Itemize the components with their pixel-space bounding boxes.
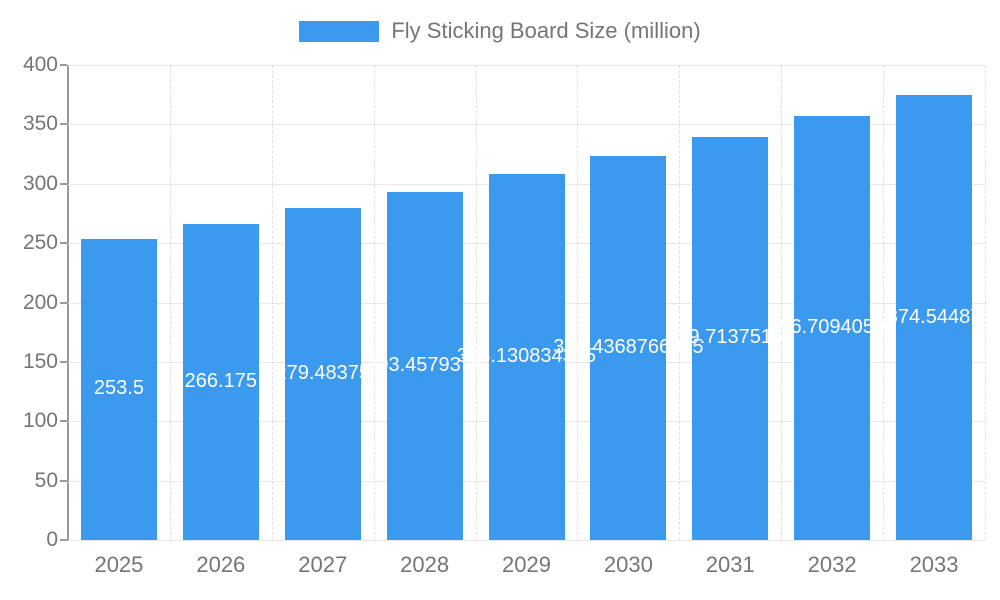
y-axis-tick-label: 400 bbox=[22, 53, 58, 76]
y-axis-tick bbox=[60, 242, 67, 245]
y-axis-tick-label: 300 bbox=[22, 171, 58, 195]
y-axis-tick-label: 100 bbox=[22, 409, 58, 433]
x-axis-tick-label: 2026 bbox=[196, 552, 246, 577]
x-axis-labels: 2025 2026 2027 2028 2029 2030 2031 2032 2033 bbox=[68, 552, 985, 588]
gridline-horizontal bbox=[68, 540, 985, 541]
gridline-vertical bbox=[883, 65, 885, 540]
legend[interactable]: Fly Sticking Board Size (million) bbox=[0, 18, 1000, 44]
y-axis-tick-label: 150 bbox=[22, 349, 58, 373]
y-axis-tick bbox=[60, 479, 67, 482]
gridline-horizontal bbox=[68, 65, 985, 66]
y-axis-tick-label: 200 bbox=[22, 290, 58, 314]
y-axis-tick-label: 0 bbox=[46, 528, 58, 551]
bar-2025[interactable] bbox=[80, 238, 157, 540]
x-axis-tick-label: 2031 bbox=[705, 552, 755, 577]
bar-2032[interactable] bbox=[794, 116, 871, 540]
gridline-vertical bbox=[577, 65, 579, 540]
y-axis-labels: 0 50 100 150 200 250 300 350 400 bbox=[0, 54, 58, 551]
bar-2029[interactable] bbox=[488, 174, 565, 540]
y-axis-tick bbox=[60, 123, 67, 126]
x-axis-tick-label: 2032 bbox=[807, 552, 857, 577]
x-axis-tick-label: 2033 bbox=[909, 552, 959, 577]
bar-2027[interactable] bbox=[284, 208, 361, 540]
x-axis-tick-label: 2028 bbox=[400, 552, 450, 577]
gridline-vertical bbox=[679, 65, 681, 540]
plot-area: 253.5 266.175 279.48375 293.4579375 308.1308… bbox=[60, 64, 986, 541]
y-axis-tick-label: 350 bbox=[22, 112, 58, 136]
y-axis-tick-label: 250 bbox=[22, 231, 58, 255]
gridline-vertical bbox=[271, 65, 273, 540]
gridline-horizontal bbox=[68, 124, 985, 126]
gridline-vertical bbox=[781, 65, 783, 540]
bar-2033[interactable] bbox=[896, 95, 973, 540]
x-axis-tick-label: 2027 bbox=[298, 552, 348, 577]
y-axis-tick bbox=[60, 64, 67, 66]
gridline-vertical bbox=[985, 65, 986, 540]
gridline-vertical bbox=[169, 65, 171, 540]
y-axis-tick-label: 50 bbox=[34, 468, 58, 492]
legend-label[interactable]: Fly Sticking Board Size (million) bbox=[391, 18, 701, 43]
bar-2028[interactable] bbox=[386, 191, 463, 540]
bar-2030[interactable] bbox=[590, 155, 667, 540]
x-axis-tick-label: 2025 bbox=[94, 552, 144, 577]
x-axis-tick-label: 2029 bbox=[502, 552, 551, 577]
gridline-vertical bbox=[373, 65, 375, 540]
x-axis-tick-label: 2030 bbox=[603, 552, 653, 577]
y-axis-tick bbox=[60, 182, 67, 185]
gridline-vertical bbox=[475, 65, 477, 540]
bar-2031[interactable] bbox=[692, 136, 769, 540]
bar-2026[interactable] bbox=[182, 223, 259, 540]
y-axis-tick bbox=[60, 301, 67, 304]
y-axis-tick bbox=[60, 420, 67, 423]
y-axis-tick bbox=[60, 539, 67, 541]
legend-swatch[interactable] bbox=[299, 20, 380, 42]
y-axis-tick bbox=[60, 360, 67, 363]
